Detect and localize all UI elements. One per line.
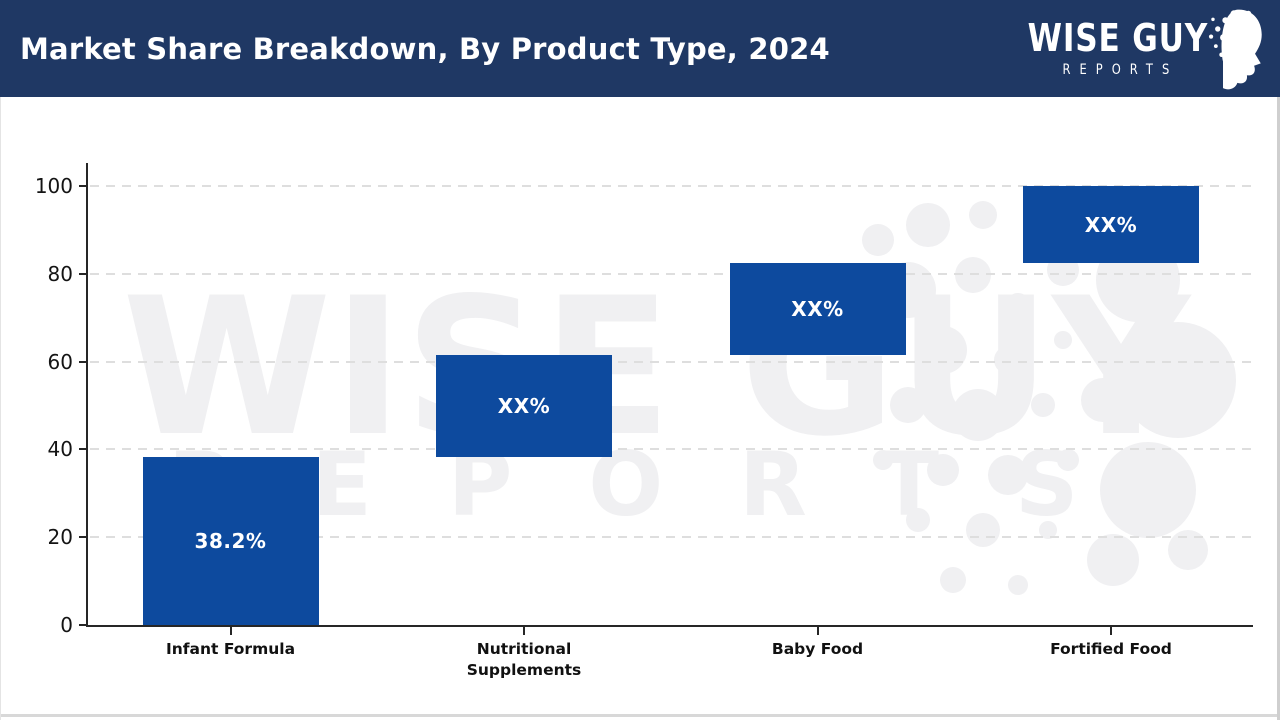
x-axis-label-nutritional-supplements: Nutritional Supplements	[466, 640, 582, 679]
y-tick	[79, 536, 88, 539]
y-tick	[79, 360, 88, 363]
x-tick	[523, 627, 525, 635]
brand-logo: WISE GUY REPORTS	[988, 6, 1266, 92]
chart-title: Market Share Breakdown, By Product Type,…	[20, 31, 830, 66]
bar-value-label: 38.2%	[194, 529, 267, 554]
page-border-left	[0, 97, 1, 720]
gridline	[90, 536, 1253, 539]
gridline	[90, 272, 1253, 275]
y-tick	[79, 185, 88, 187]
bar-value-label: XX%	[1084, 212, 1138, 237]
gridline	[90, 360, 1253, 363]
y-tick	[79, 272, 88, 275]
header-banner: Market Share Breakdown, By Product Type,…	[0, 0, 1280, 97]
page-border-bottom	[0, 714, 1280, 717]
y-tick	[79, 448, 88, 451]
y-tick-label: 40	[47, 437, 73, 462]
x-tick	[1110, 627, 1112, 635]
y-tick-label: 60	[47, 349, 73, 374]
bar-value-label: XX%	[497, 393, 551, 418]
x-axis-label-infant-formula: Infant Formula	[165, 640, 296, 658]
y-tick-label: 100	[34, 174, 73, 198]
x-axis-line	[86, 625, 1253, 627]
page-border-right	[1277, 97, 1280, 720]
logo-subtitle: REPORTS	[1062, 62, 1179, 78]
gridline	[90, 185, 1253, 187]
y-tick-label: 80	[47, 261, 73, 286]
gridline	[90, 448, 1253, 451]
bar-fortified-food: XX%	[1023, 186, 1199, 264]
x-axis-label-baby-food: Baby Food	[771, 640, 864, 658]
y-tick	[79, 624, 88, 626]
logo-text: WISE GUY REPORTS	[1027, 19, 1208, 78]
bar-infant-formula: 38.2%	[142, 457, 319, 625]
logo-wordmark: WISE GUY	[1027, 16, 1208, 60]
bar-nutritional-supplements: XX%	[436, 354, 612, 458]
bar-baby-food: XX%	[729, 263, 906, 355]
dotted-face-icon	[1208, 9, 1262, 89]
y-tick-label: 20	[47, 525, 73, 550]
y-axis-line	[86, 163, 88, 627]
x-axis-label-fortified-food: Fortified Food	[1050, 640, 1172, 658]
y-tick-label: 0	[60, 613, 73, 637]
bar-value-label: XX%	[791, 296, 844, 321]
x-tick	[229, 627, 232, 635]
x-tick	[816, 627, 819, 635]
